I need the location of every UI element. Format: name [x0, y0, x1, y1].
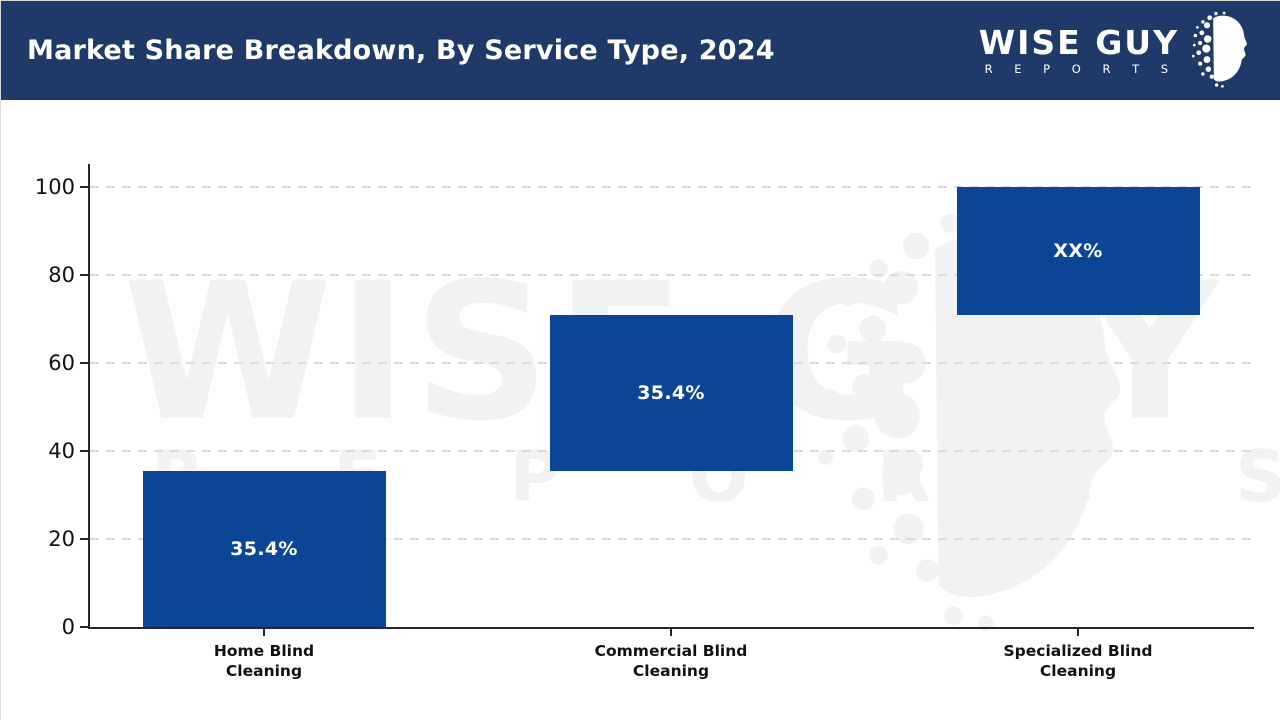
y-tick-label: 0 — [61, 615, 75, 639]
bar-value-label: XX% — [1053, 240, 1103, 263]
bar-value-label: 35.4% — [637, 382, 705, 405]
x-axis-tick — [263, 628, 265, 636]
gridline — [90, 274, 1253, 276]
bar-chart: WISE GUY R E P O R T S 0 20 40 60 80 100 35.4%… — [1, 100, 1280, 720]
y-tick-label: 40 — [48, 439, 75, 463]
x-axis-line — [88, 627, 1254, 629]
logo-text: WISE GUY R E P O R T S — [979, 26, 1179, 76]
y-axis-line — [88, 164, 90, 629]
wiseguy-logo: WISE GUY R E P O R T S — [979, 10, 1255, 92]
x-axis-tick — [670, 628, 672, 636]
x-category-label: Commercial Blind Cleaning — [594, 642, 748, 681]
gridline — [90, 186, 1253, 188]
bar-value-label: 35.4% — [230, 538, 298, 561]
y-axis-tick — [80, 626, 89, 628]
gridline — [90, 538, 1253, 540]
logo-wordmark: WISE GUY — [978, 22, 1179, 62]
y-axis-tick — [80, 274, 89, 276]
y-tick-label: 20 — [48, 527, 75, 551]
page-title: Market Share Breakdown, By Service Type,… — [27, 35, 775, 66]
y-axis-tick — [80, 186, 89, 188]
bar-segment: 35.4% — [142, 471, 386, 627]
logo-subtitle: R E P O R T S — [984, 61, 1178, 76]
y-axis-tick — [80, 362, 89, 364]
x-category-label: Home Blind Cleaning — [213, 642, 315, 681]
header: Market Share Breakdown, By Service Type,… — [1, 1, 1280, 100]
bar-segment: XX% — [956, 187, 1200, 316]
y-axis-tick — [80, 450, 89, 452]
y-tick-label: 60 — [48, 351, 75, 375]
x-axis-tick — [1077, 628, 1079, 636]
x-category-label: Specialized Blind Cleaning — [1003, 642, 1153, 681]
logo-head-icon — [1191, 11, 1247, 88]
bar-segment: 35.4% — [549, 315, 793, 472]
y-axis-tick — [80, 538, 89, 540]
y-tick-label: 100 — [34, 175, 75, 199]
y-tick-label: 80 — [48, 263, 75, 287]
